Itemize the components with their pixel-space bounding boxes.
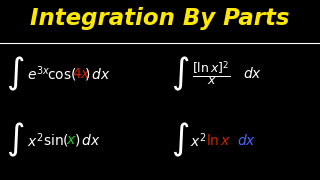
Text: $dx$: $dx$ bbox=[237, 133, 256, 148]
Text: $e^{3x}$: $e^{3x}$ bbox=[27, 64, 51, 83]
Text: $\int$: $\int$ bbox=[171, 121, 189, 159]
Text: $x$: $x$ bbox=[66, 133, 76, 147]
Text: $4x$: $4x$ bbox=[72, 67, 91, 81]
Text: $\mathrm{cos}($: $\mathrm{cos}($ bbox=[47, 66, 77, 82]
Text: Integration By Parts: Integration By Parts bbox=[30, 7, 290, 30]
Text: $x^{2}$: $x^{2}$ bbox=[190, 131, 207, 150]
Text: $\ln x$: $\ln x$ bbox=[206, 133, 231, 148]
Text: $dx$: $dx$ bbox=[243, 66, 262, 81]
Text: $)\,dx$: $)\,dx$ bbox=[74, 132, 101, 148]
Text: $)\,dx$: $)\,dx$ bbox=[84, 66, 111, 82]
Text: $\dfrac{[\ln x]^{2}}{x}$: $\dfrac{[\ln x]^{2}}{x}$ bbox=[192, 60, 231, 88]
Text: $x^{2}$: $x^{2}$ bbox=[27, 131, 44, 150]
Text: $\int$: $\int$ bbox=[171, 55, 189, 93]
Text: $\mathrm{sin}($: $\mathrm{sin}($ bbox=[43, 132, 69, 148]
Text: $\int$: $\int$ bbox=[6, 55, 25, 93]
Text: $\int$: $\int$ bbox=[6, 121, 25, 159]
